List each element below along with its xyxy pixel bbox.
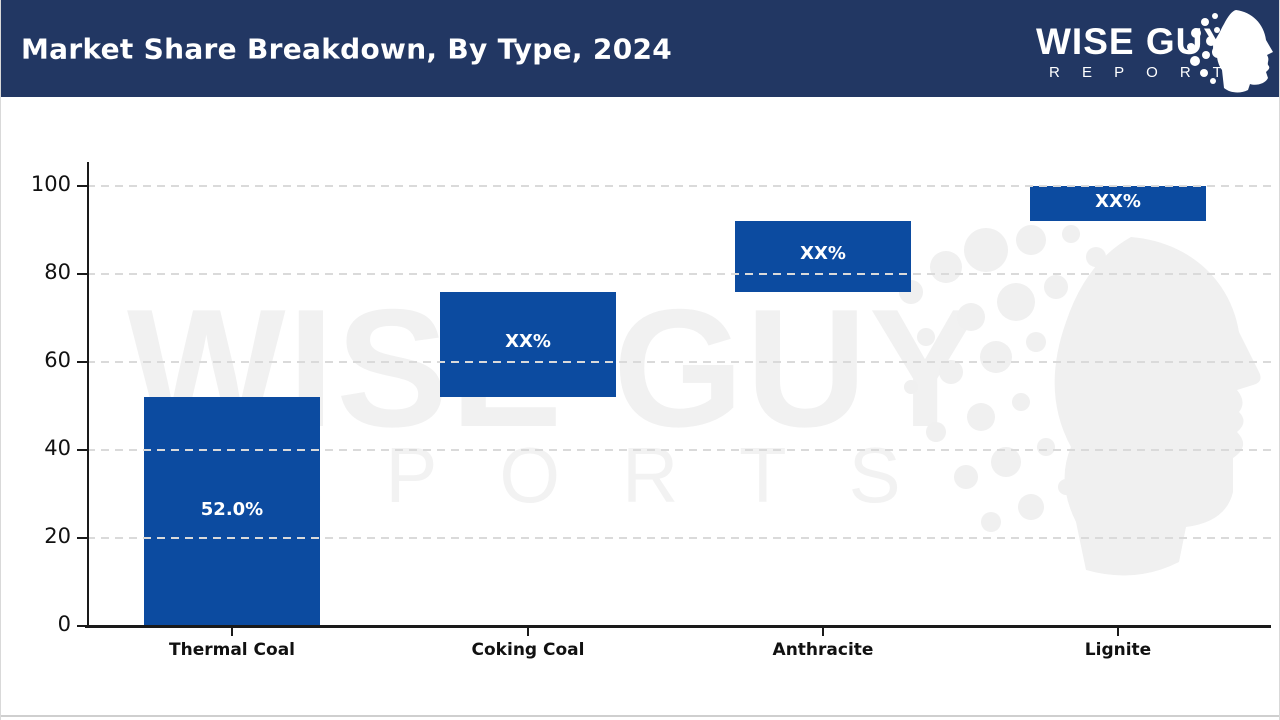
y-axis-tick-label: 40: [44, 436, 71, 460]
y-axis-tick-label: 80: [44, 260, 71, 284]
bar-value-label: XX%: [1095, 190, 1141, 212]
logo-text-wiseguy: WISE GUY: [1036, 21, 1230, 62]
x-axis-category-label: Thermal Coal: [169, 640, 295, 660]
y-axis-tick-label: 0: [57, 612, 71, 636]
gridline: [87, 537, 1271, 539]
y-axis-tick-label: 60: [44, 348, 71, 372]
y-axis-tick: [77, 449, 87, 451]
x-axis-tick: [527, 628, 529, 636]
gridline: [87, 449, 1271, 451]
y-axis-tick: [77, 625, 87, 627]
plot-area: 0 20 40 60 80 100 52.0% Thermal Coal XX% Coking C…: [1, 97, 1279, 720]
x-axis-category-label: Coking Coal: [471, 640, 585, 660]
y-axis-tick-label: 100: [30, 172, 71, 196]
bar-value-label: XX%: [800, 243, 846, 265]
bottom-border: [1, 715, 1279, 717]
y-axis-spine: [87, 162, 89, 628]
gridline: [87, 185, 1271, 187]
x-axis-tick: [231, 628, 233, 636]
bar-value-label: XX%: [505, 331, 551, 353]
watermark-head-icon: [899, 225, 1261, 576]
header-bar: Market Share Breakdown, By Type, 2024 WI…: [1, 0, 1279, 97]
page-title: Market Share Breakdown, By Type, 2024: [21, 32, 673, 65]
bar-lignite: [1030, 186, 1206, 222]
x-axis-category-label: Lignite: [1084, 640, 1152, 660]
y-axis-tick: [77, 273, 87, 275]
x-axis-category-label: Anthracite: [772, 640, 874, 660]
y-axis-tick: [77, 361, 87, 363]
y-axis-tick-label: 20: [44, 524, 71, 548]
logo-text-reports: R E P O R T S: [1049, 64, 1263, 81]
x-axis-spine: [85, 625, 1271, 628]
logo-head-icon: [1187, 10, 1273, 93]
wiseguy-logo: WISE GUY R E P O R T S: [1026, 4, 1276, 94]
y-axis-tick: [77, 185, 87, 187]
bar-anthracite: [735, 221, 911, 292]
x-axis-tick: [822, 628, 824, 636]
gridline: [87, 361, 1271, 363]
bar-value-label: 52.0%: [200, 498, 264, 520]
y-axis-tick: [77, 537, 87, 539]
bar-coking-coal: [440, 291, 616, 398]
bar-thermal-coal: [144, 397, 320, 626]
gridline: [87, 273, 1271, 275]
x-axis-tick: [1117, 628, 1119, 636]
